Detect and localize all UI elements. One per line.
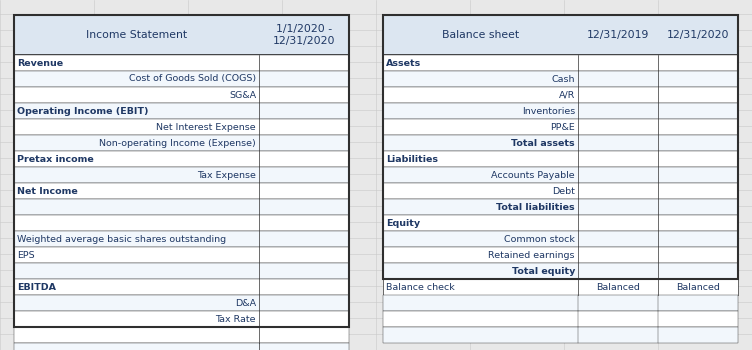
Text: Assets: Assets [386,58,421,68]
Bar [14,103,349,119]
Text: Income Statement: Income Statement [86,30,187,40]
Text: A/R: A/R [559,91,575,99]
Bar [14,263,349,279]
Bar [14,343,349,350]
Text: EPS: EPS [17,251,35,259]
Bar [383,151,738,167]
Bar [383,15,738,279]
Bar [14,151,349,167]
Text: 12/31/2020: 12/31/2020 [667,30,729,40]
Bar [383,167,738,183]
Text: Tax Expense: Tax Expense [197,170,256,180]
Bar [14,199,349,215]
Bar [383,135,738,151]
Text: Common stock: Common stock [504,234,575,244]
Text: EBITDA: EBITDA [17,282,56,292]
Bar [14,247,349,263]
Text: Net Income: Net Income [17,187,77,196]
Bar [383,279,738,295]
Text: Cash: Cash [551,75,575,84]
Bar [14,215,349,231]
Bar [383,183,738,199]
Bar [383,215,738,231]
Bar [383,231,738,247]
Bar [383,295,738,311]
Text: Pretax income: Pretax income [17,154,94,163]
Bar [14,183,349,199]
Bar [383,263,738,279]
Bar [383,327,738,343]
Text: Cost of Goods Sold (COGS): Cost of Goods Sold (COGS) [129,75,256,84]
Bar [14,87,349,103]
Bar [383,199,738,215]
Bar [14,135,349,151]
Bar [14,295,349,311]
Bar [383,103,738,119]
Text: PP&E: PP&E [550,122,575,132]
Text: SG&A: SG&A [229,91,256,99]
Bar [14,15,349,55]
Bar [14,327,349,343]
Bar [383,119,738,135]
Text: Total liabilities: Total liabilities [496,203,575,211]
Text: Weighted average basic shares outstanding: Weighted average basic shares outstandin… [17,234,226,244]
Text: Balance check: Balance check [386,282,455,292]
Text: 12/31/2019: 12/31/2019 [587,30,649,40]
Text: Operating Income (EBIT): Operating Income (EBIT) [17,106,148,116]
Text: 1/1/2020 -
12/31/2020: 1/1/2020 - 12/31/2020 [273,24,335,46]
Bar [14,15,349,327]
Text: Retained earnings: Retained earnings [489,251,575,259]
Bar [14,311,349,327]
Bar [383,71,738,87]
Text: Inventories: Inventories [522,106,575,116]
Bar [14,167,349,183]
Text: D&A: D&A [235,299,256,308]
Bar [383,311,738,327]
Text: Balanced: Balanced [676,282,720,292]
Bar [383,87,738,103]
Text: Debt: Debt [552,187,575,196]
Bar [383,247,738,263]
Text: Equity: Equity [386,218,420,228]
Bar [383,55,738,71]
Bar [14,71,349,87]
Text: Net Interest Expense: Net Interest Expense [156,122,256,132]
Text: Tax Rate: Tax Rate [216,315,256,323]
Text: Total equity: Total equity [511,266,575,275]
Text: Non-operating Income (Expense): Non-operating Income (Expense) [99,139,256,147]
Bar [14,119,349,135]
Bar [14,55,349,71]
Bar [14,231,349,247]
Bar [383,15,738,55]
Text: Revenue: Revenue [17,58,63,68]
Text: Total assets: Total assets [511,139,575,147]
Text: Accounts Payable: Accounts Payable [491,170,575,180]
Text: Liabilities: Liabilities [386,154,438,163]
Bar [14,279,349,295]
Text: Balanced: Balanced [596,282,640,292]
Text: Balance sheet: Balance sheet [442,30,519,40]
